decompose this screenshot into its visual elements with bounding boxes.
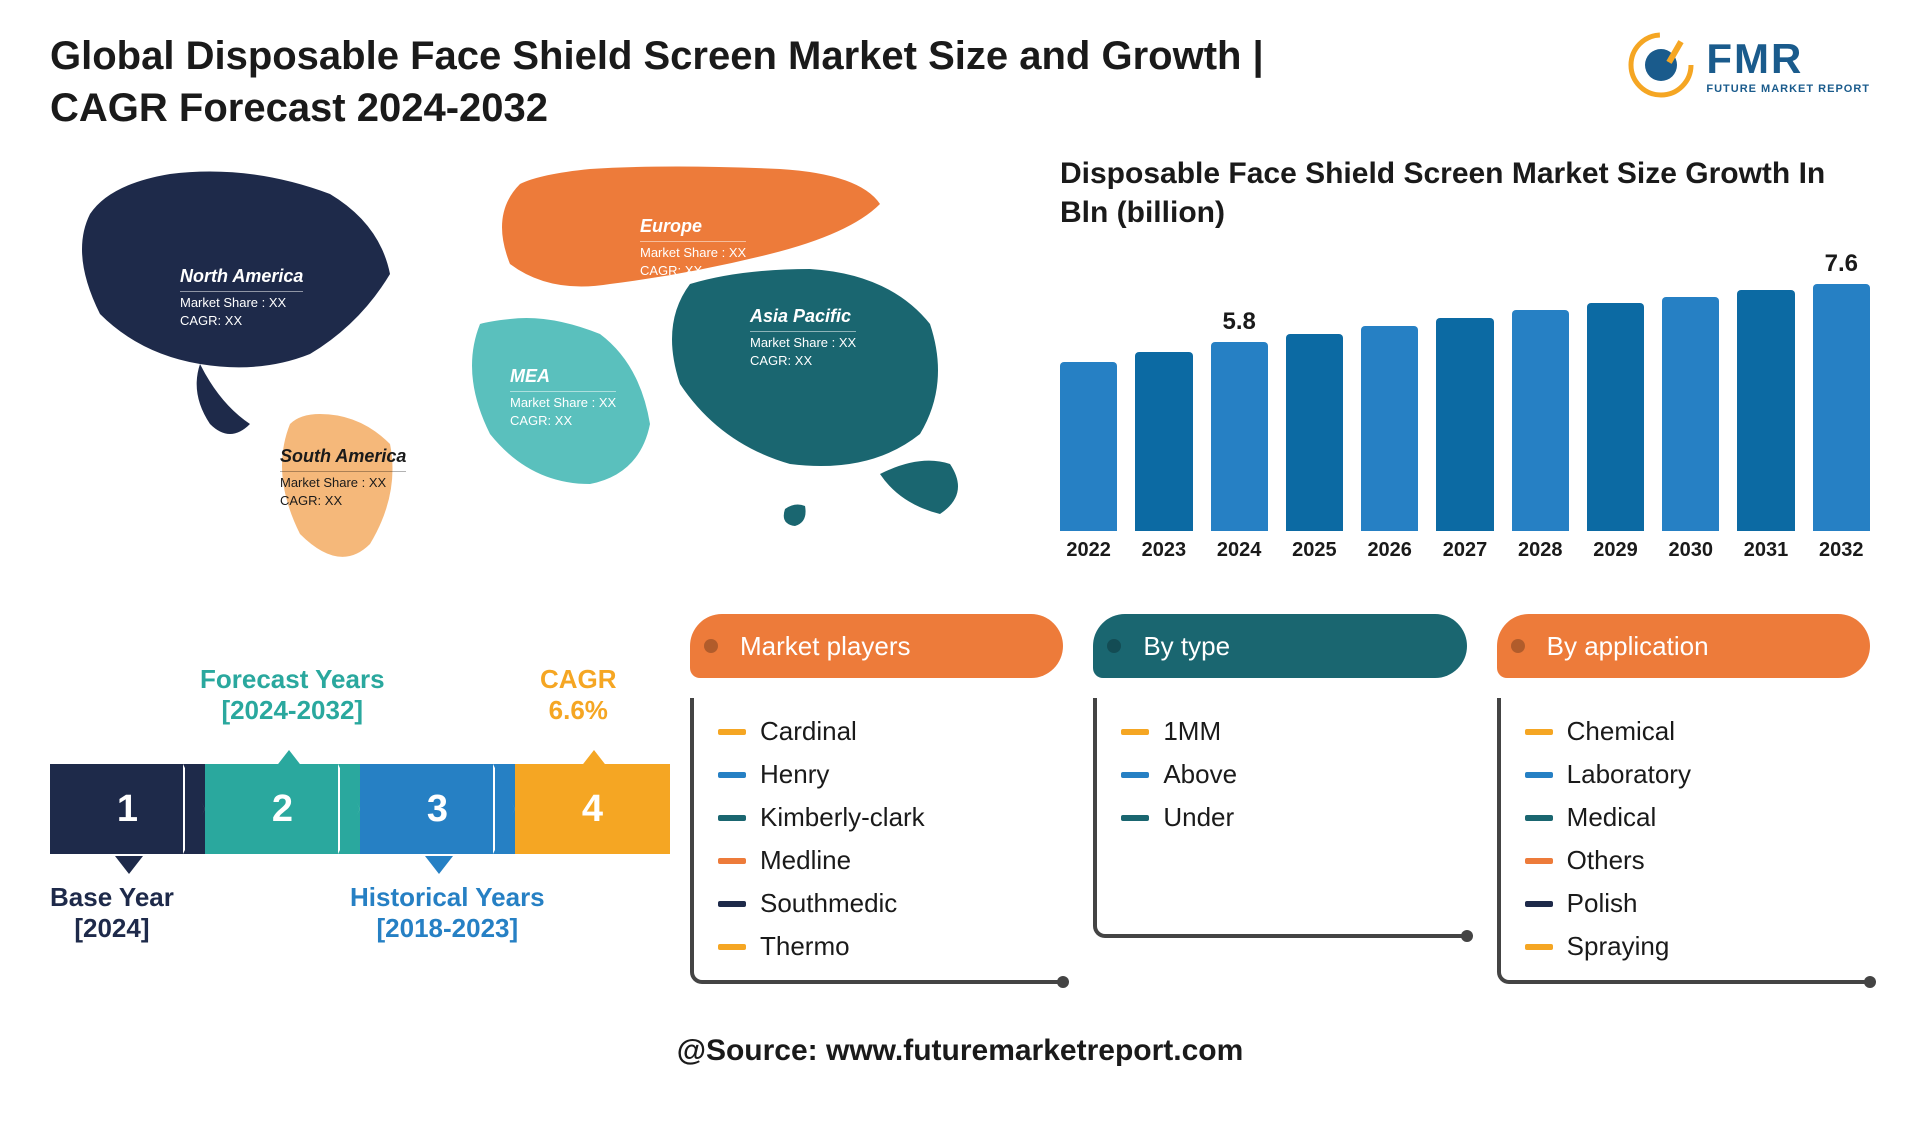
bar-2024: 5.82024 bbox=[1211, 308, 1268, 562]
region-asia-pacific: Asia PacificMarket Share : XXCAGR: XX bbox=[750, 304, 856, 371]
timeline-seg-3: 3 bbox=[360, 764, 515, 854]
timeline: Forecast Years[2024-2032] CAGR6.6% 1 2 3… bbox=[50, 614, 670, 984]
arrow-down-icon bbox=[425, 856, 453, 874]
bar-2028: 2028 bbox=[1512, 276, 1569, 562]
category-by-type: By type 1MMAboveUnder bbox=[1093, 614, 1466, 984]
bar-chart: Disposable Face Shield Screen Market Siz… bbox=[1040, 154, 1870, 562]
category-market-players: Market players CardinalHenryKimberly-clar… bbox=[690, 614, 1063, 984]
timeline-seg-2: 2 bbox=[205, 764, 360, 854]
page-title: Global Disposable Face Shield Screen Mar… bbox=[50, 30, 1300, 134]
bar-2032: 7.62032 bbox=[1813, 250, 1870, 562]
chart-title: Disposable Face Shield Screen Market Siz… bbox=[1060, 154, 1870, 232]
brand-logo: FMR FUTURE MARKET REPORT bbox=[1626, 30, 1870, 100]
list-item: Cardinal bbox=[718, 710, 1063, 753]
base-year-label: Base Year[2024] bbox=[50, 882, 174, 944]
category-header: By type bbox=[1093, 614, 1466, 678]
source-attribution: @Source: www.futuremarketreport.com bbox=[50, 1034, 1870, 1068]
list-item: Others bbox=[1525, 839, 1870, 882]
world-map: North AmericaMarket Share : XXCAGR: XX So… bbox=[50, 154, 1010, 574]
list-item: Thermo bbox=[718, 925, 1063, 968]
list-item: Southmedic bbox=[718, 882, 1063, 925]
list-item: 1MM bbox=[1121, 710, 1466, 753]
list-item: Under bbox=[1121, 796, 1466, 839]
list-item: Medical bbox=[1525, 796, 1870, 839]
list-item: Spraying bbox=[1525, 925, 1870, 968]
logo-brand: FMR bbox=[1706, 35, 1870, 83]
list-item: Above bbox=[1121, 753, 1466, 796]
bar-2026: 2026 bbox=[1361, 292, 1418, 562]
bar-2023: 2023 bbox=[1135, 318, 1192, 562]
bar-2031: 2031 bbox=[1737, 256, 1794, 562]
timeline-bar: 1 2 3 4 bbox=[50, 764, 670, 854]
logo-tagline: FUTURE MARKET REPORT bbox=[1706, 83, 1870, 95]
logo-icon bbox=[1626, 30, 1696, 100]
list-item: Medline bbox=[718, 839, 1063, 882]
list-item: Chemical bbox=[1525, 710, 1870, 753]
arrow-down-icon bbox=[115, 856, 143, 874]
list-item: Laboratory bbox=[1525, 753, 1870, 796]
category-header: Market players bbox=[690, 614, 1063, 678]
bar-2027: 2027 bbox=[1436, 284, 1493, 562]
region-mea: MEAMarket Share : XXCAGR: XX bbox=[510, 364, 616, 431]
region-europe: EuropeMarket Share : XXCAGR: XX bbox=[640, 214, 746, 281]
forecast-label: Forecast Years[2024-2032] bbox=[200, 664, 385, 726]
bar-2029: 2029 bbox=[1587, 269, 1644, 562]
region-south-america: South AmericaMarket Share : XXCAGR: XX bbox=[280, 444, 406, 511]
timeline-seg-4: 4 bbox=[515, 764, 670, 854]
category-by-application: By application ChemicalLaboratoryMedicalO… bbox=[1497, 614, 1870, 984]
cagr-label: CAGR6.6% bbox=[540, 664, 617, 726]
bar-2022: 2022 bbox=[1060, 328, 1117, 562]
category-header: By application bbox=[1497, 614, 1870, 678]
historical-label: Historical Years[2018-2023] bbox=[350, 882, 545, 944]
timeline-seg-1: 1 bbox=[50, 764, 205, 854]
region-north-america: North AmericaMarket Share : XXCAGR: XX bbox=[180, 264, 303, 331]
list-item: Henry bbox=[718, 753, 1063, 796]
bar-2025: 2025 bbox=[1286, 300, 1343, 562]
bar-2030: 2030 bbox=[1662, 263, 1719, 562]
list-item: Polish bbox=[1525, 882, 1870, 925]
list-item: Kimberly-clark bbox=[718, 796, 1063, 839]
